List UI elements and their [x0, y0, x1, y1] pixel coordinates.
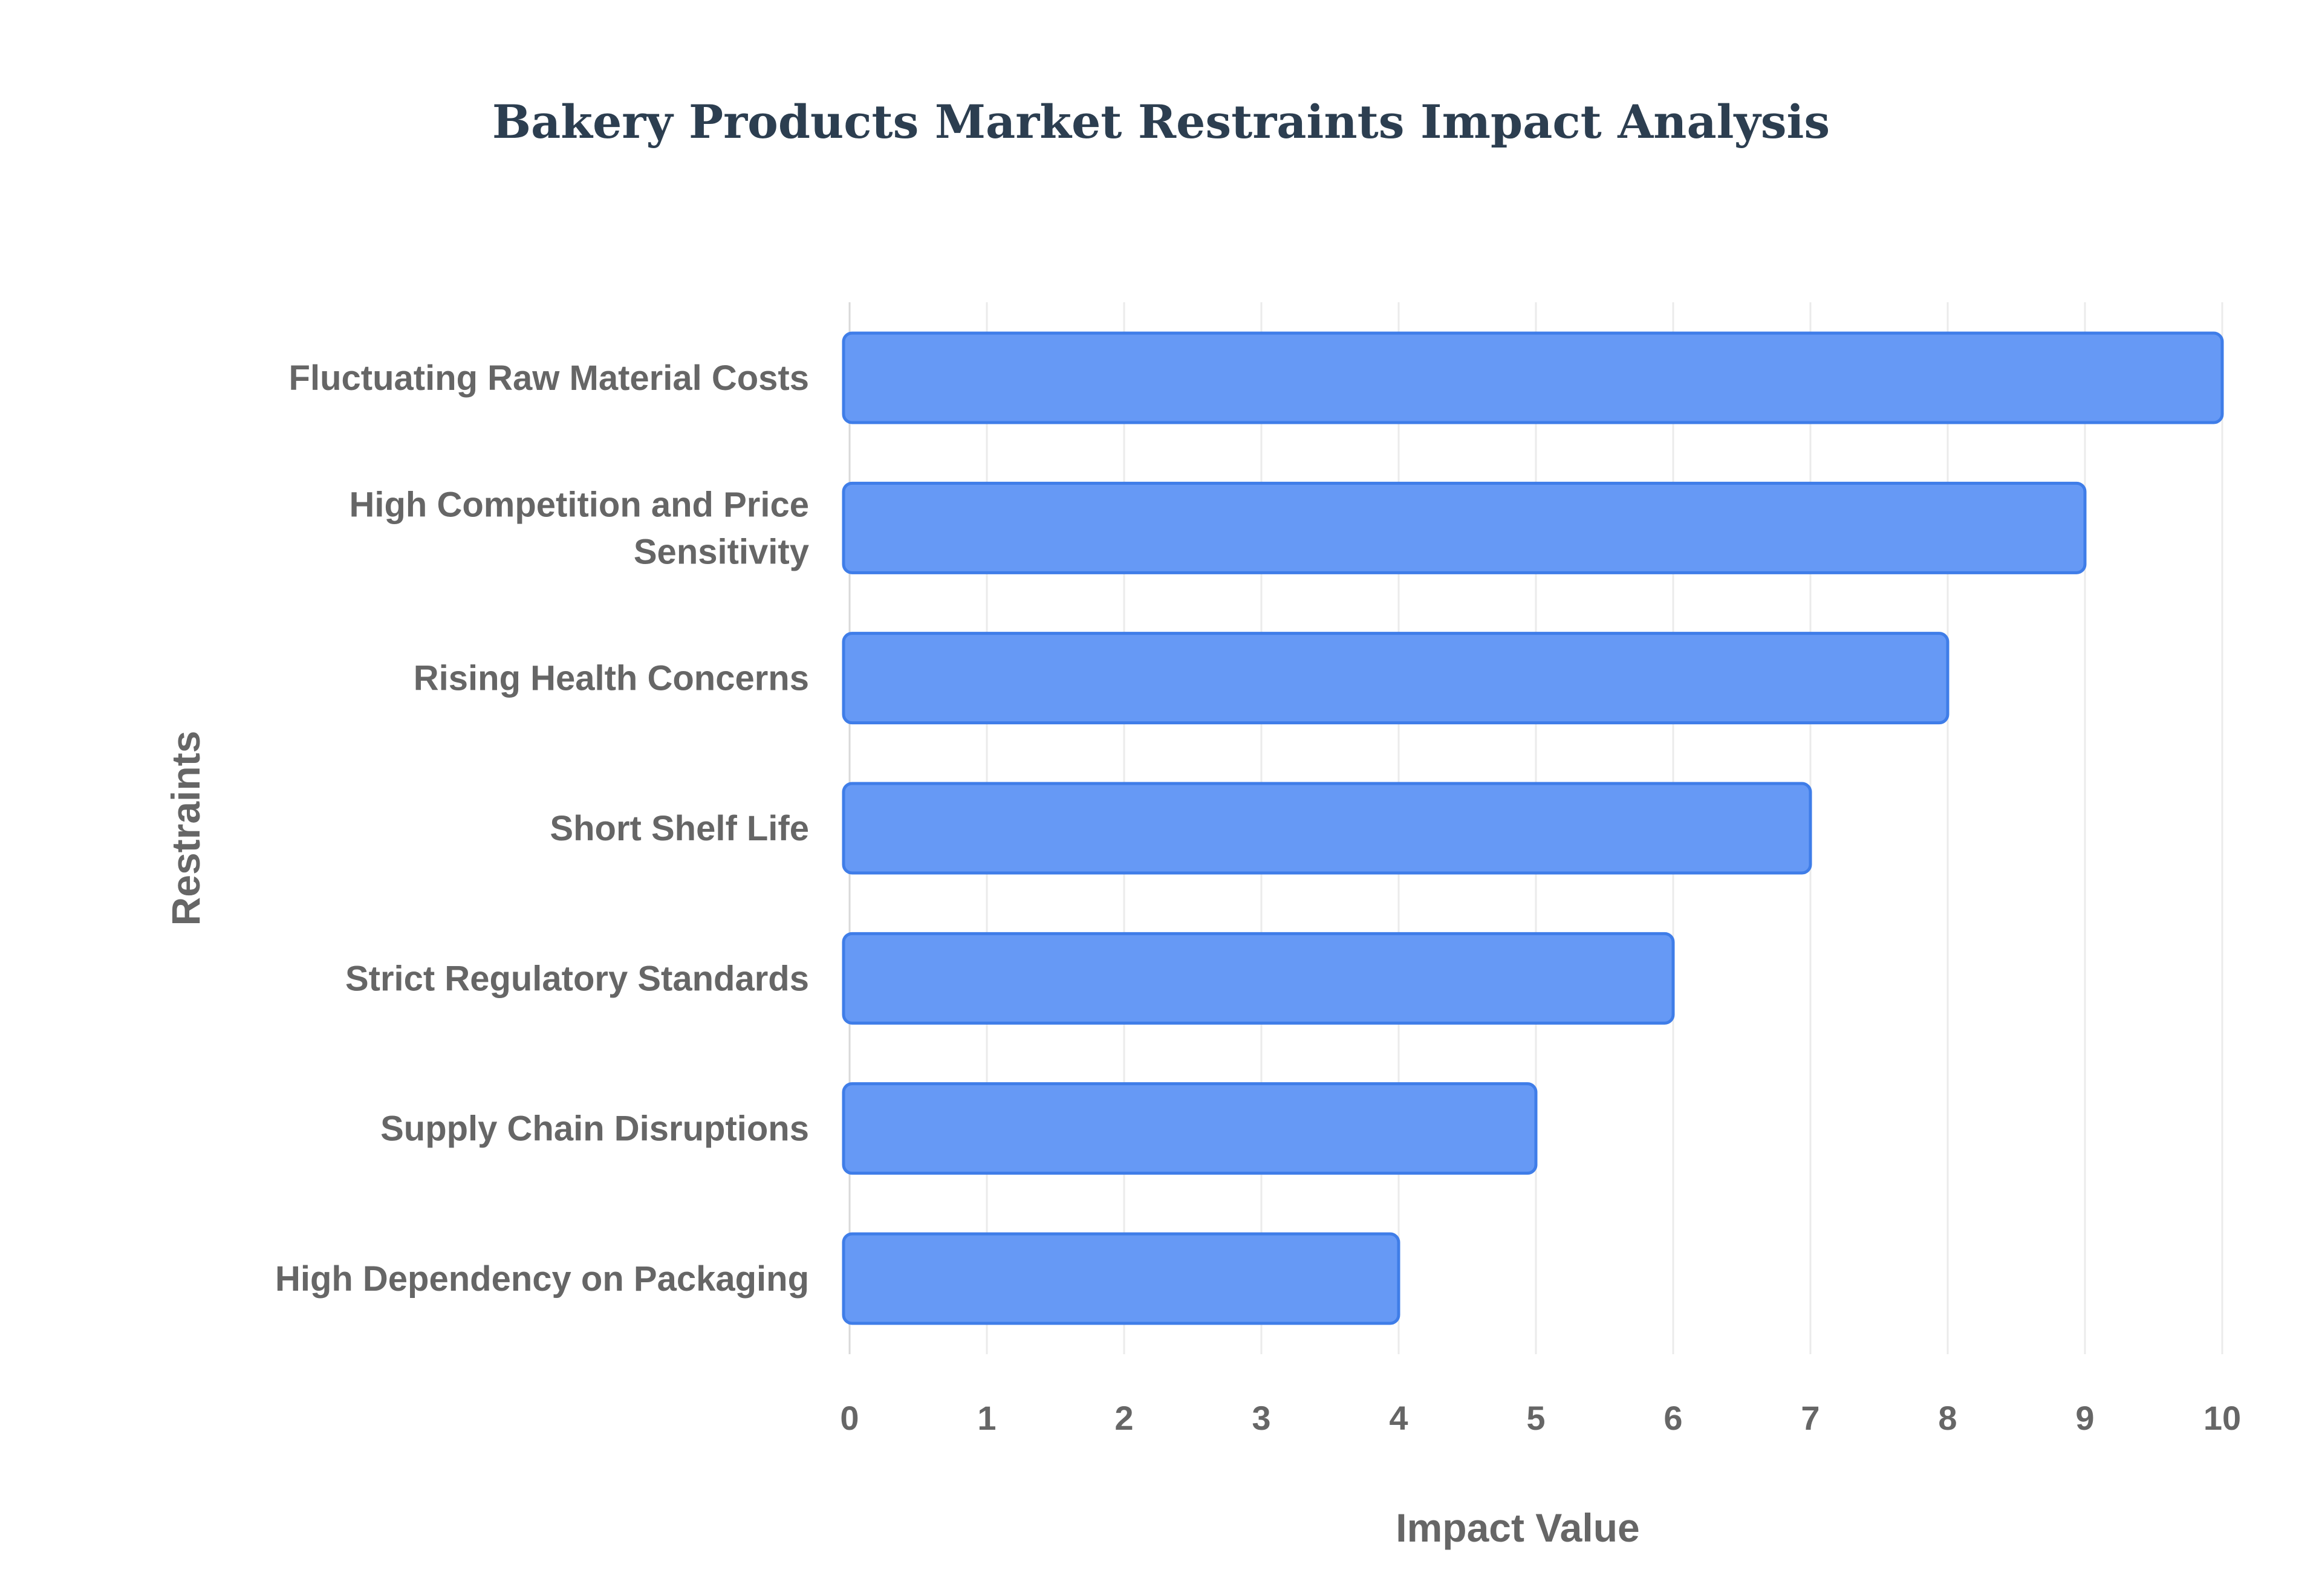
x-tick-label: 5 [1526, 1399, 1545, 1437]
x-tick-label: 1 [977, 1399, 996, 1437]
category-label: High Dependency on Packaging [275, 1259, 809, 1299]
bar [842, 1232, 1400, 1325]
x-tick-label: 10 [2203, 1399, 2241, 1437]
x-tick-label: 3 [1252, 1399, 1270, 1437]
x-tick-label: 0 [840, 1399, 859, 1437]
chart-title: Bakery Products Market Restraints Impact… [492, 95, 1830, 149]
x-tick-label: 9 [2075, 1399, 2094, 1437]
category-label: Short Shelf Life [550, 809, 809, 848]
bar [842, 1082, 1538, 1175]
category-label: Supply Chain Disruptions [380, 1109, 809, 1149]
category-label: Strict Regulatory Standards [345, 959, 809, 998]
x-tick-label: 4 [1389, 1399, 1408, 1437]
x-tick-labels: 0 1 2 3 4 5 6 7 8 9 10 [840, 1399, 2241, 1437]
category-label: High Competition and Price Sensitivity [350, 485, 810, 571]
y-axis-title: Restraints [163, 731, 208, 926]
bar [842, 331, 2224, 424]
bar [842, 782, 1812, 875]
category-label: Fluctuating Raw Material Costs [289, 358, 809, 398]
bar [842, 632, 1950, 725]
bar [842, 932, 1675, 1025]
x-tick-label: 2 [1114, 1399, 1133, 1437]
bar [842, 481, 2087, 574]
x-tick-label: 8 [1938, 1399, 1957, 1437]
x-tick-label: 6 [1663, 1399, 1682, 1437]
x-tick-label: 7 [1801, 1399, 1820, 1437]
x-axis-title: Impact Value [1396, 1505, 1640, 1550]
bars [842, 331, 2224, 1325]
category-label: Rising Health Concerns [414, 659, 809, 698]
category-labels: Fluctuating Raw Material Costs High Compe… [275, 358, 809, 1299]
